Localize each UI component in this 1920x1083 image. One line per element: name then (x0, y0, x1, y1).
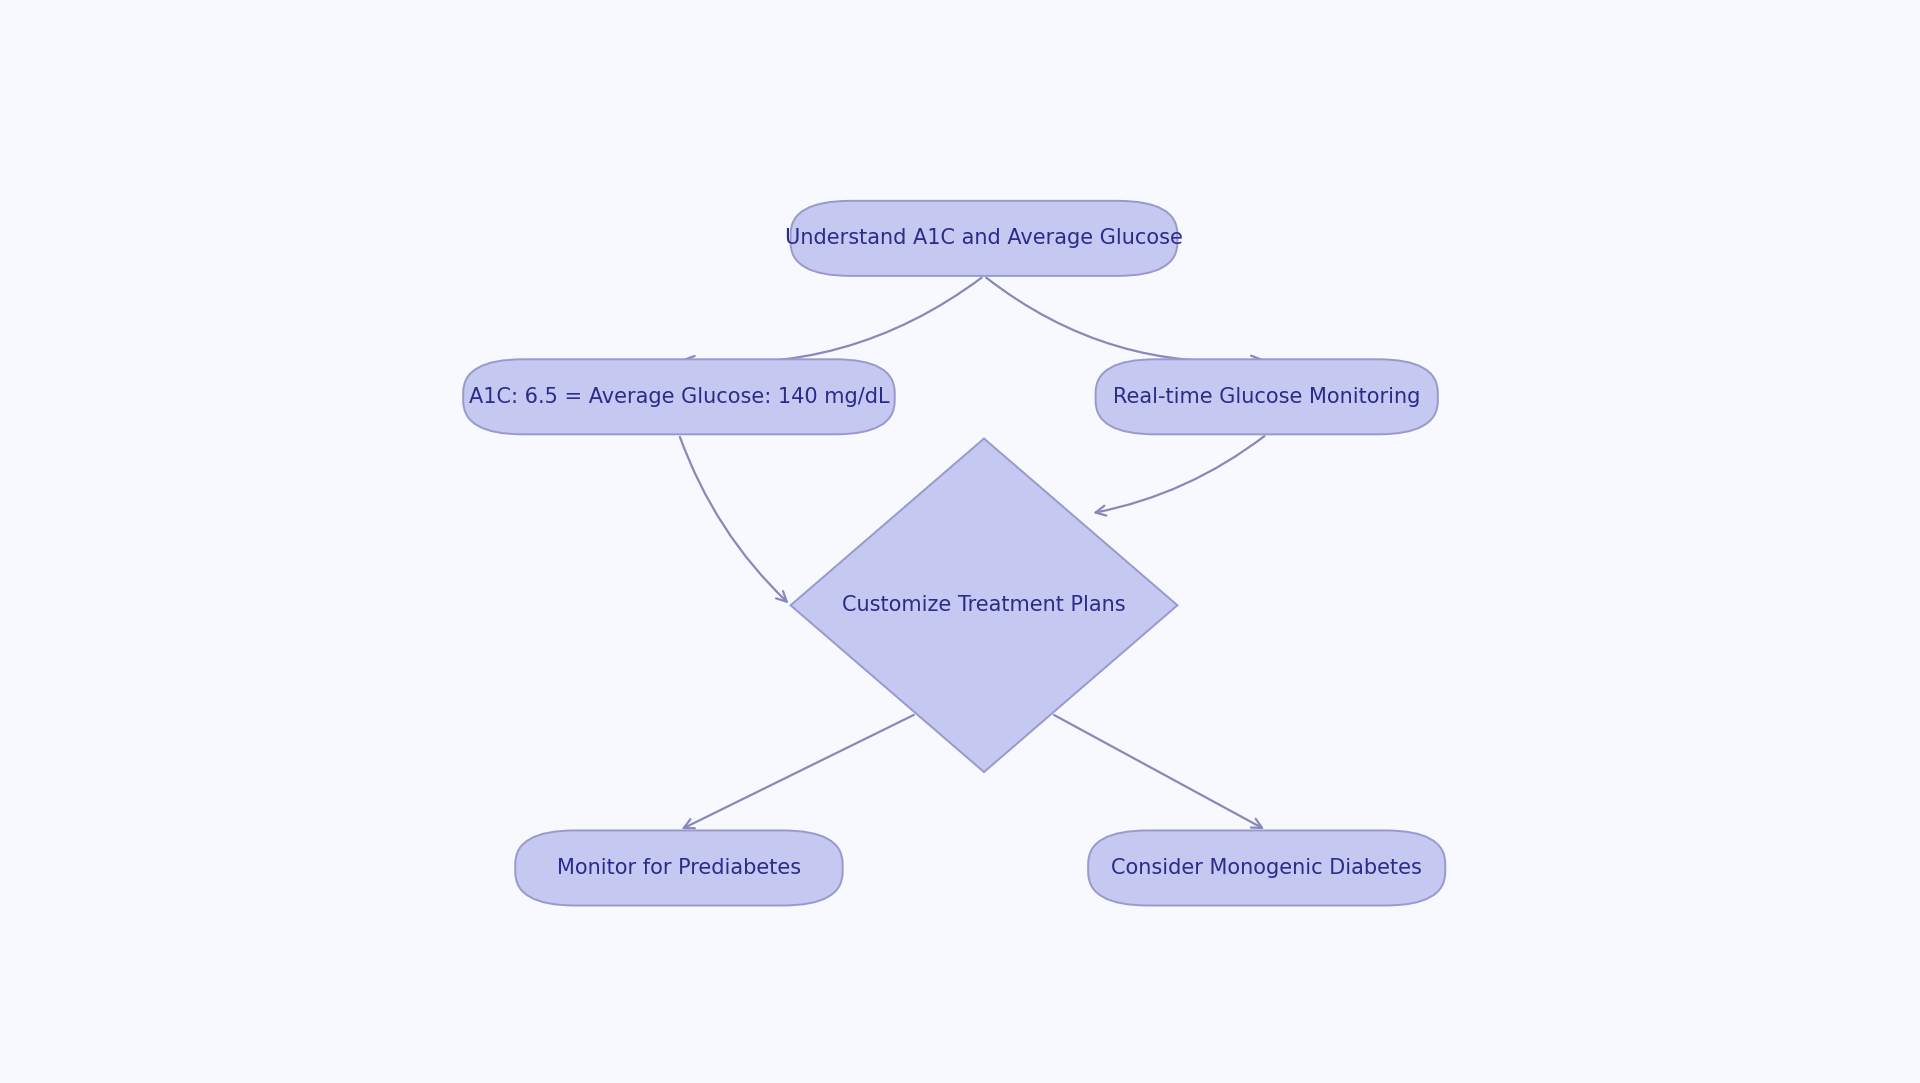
FancyBboxPatch shape (515, 831, 843, 905)
Text: Monitor for Prediabetes: Monitor for Prediabetes (557, 858, 801, 878)
FancyBboxPatch shape (791, 200, 1177, 276)
Polygon shape (791, 439, 1177, 772)
Text: Understand A1C and Average Glucose: Understand A1C and Average Glucose (785, 229, 1183, 248)
FancyBboxPatch shape (463, 360, 895, 434)
Text: A1C: 6.5 = Average Glucose: 140 mg/dL: A1C: 6.5 = Average Glucose: 140 mg/dL (468, 387, 889, 407)
Text: Consider Monogenic Diabetes: Consider Monogenic Diabetes (1112, 858, 1423, 878)
Text: Real-time Glucose Monitoring: Real-time Glucose Monitoring (1114, 387, 1421, 407)
Text: Customize Treatment Plans: Customize Treatment Plans (843, 596, 1125, 615)
FancyBboxPatch shape (1096, 360, 1438, 434)
FancyBboxPatch shape (1089, 831, 1446, 905)
